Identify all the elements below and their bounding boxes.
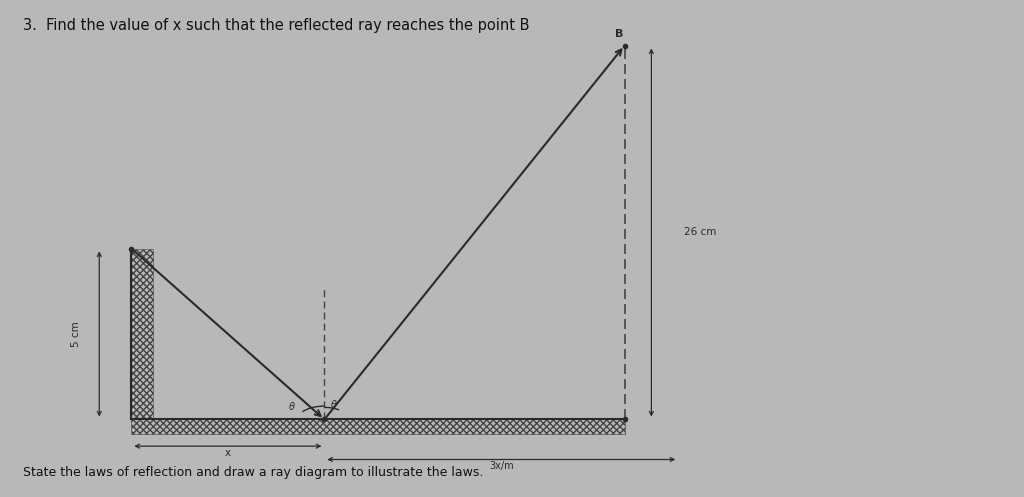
Bar xyxy=(131,248,153,419)
Text: θ: θ xyxy=(331,400,337,410)
Text: State the laws of reflection and draw a ray diagram to illustrate the laws.: State the laws of reflection and draw a … xyxy=(24,467,483,480)
Text: B: B xyxy=(615,29,624,39)
Text: 3x/m: 3x/m xyxy=(489,461,514,471)
Text: x: x xyxy=(225,448,231,458)
Text: 26 cm: 26 cm xyxy=(684,228,716,238)
Text: 5 cm: 5 cm xyxy=(71,321,81,347)
Text: 3.  Find the value of x such that the reflected ray reaches the point B: 3. Find the value of x such that the ref… xyxy=(24,17,529,32)
Text: θ: θ xyxy=(289,402,295,412)
Bar xyxy=(131,419,625,434)
